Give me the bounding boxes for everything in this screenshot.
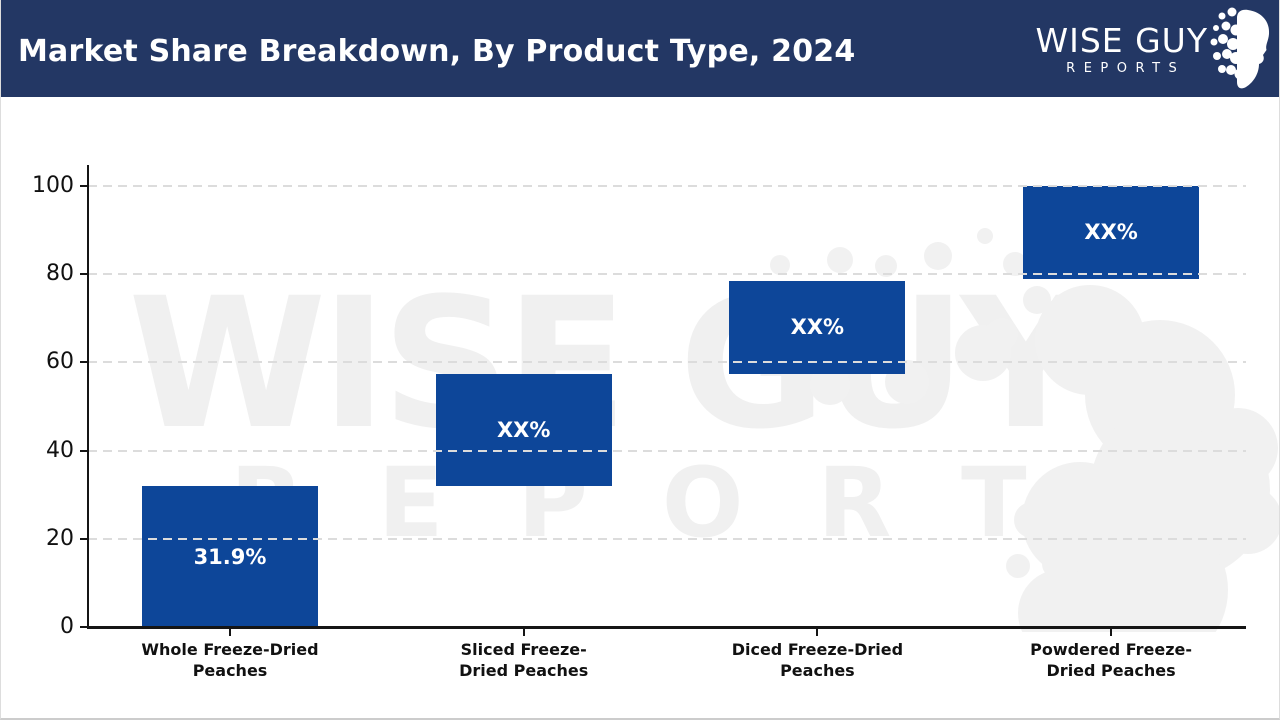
y-axis-tick-label: 0 [60,614,74,639]
bar-segment [1023,186,1200,279]
y-axis-tick-label: 100 [32,173,74,198]
header-bar: Market Share Breakdown, By Product Type,… [0,0,1280,97]
y-axis-tick-label: 40 [46,437,74,463]
logo-text: WISE GUY REPORTS [1035,21,1208,77]
gridline [88,185,1246,187]
bar-value-label: 31.9% [193,544,267,569]
y-axis-tick [80,185,88,187]
x-axis-category-line: Dried Peaches [459,661,589,680]
x-axis-category-line: Whole Freeze-Dried [141,640,319,659]
x-axis-category-label: Sliced Freeze- Dried Peaches [399,639,649,681]
x-axis-category-line: Dried Peaches [1046,661,1176,680]
x-axis-category-label: Whole Freeze-Dried Peaches [105,639,355,681]
x-axis-tick [1110,629,1113,636]
x-axis-category-label: Powdered Freeze- Dried Peaches [986,639,1236,681]
gridline [88,449,1246,452]
watermark-head-graphic [770,228,1280,632]
y-axis-tick [80,449,88,452]
x-axis-category-label: Diced Freeze-Dried Peaches [692,639,942,681]
x-axis-category-line: Diced Freeze-Dried [731,640,904,659]
bar-value-label: XX% [1084,220,1138,245]
y-axis-tick-label: 20 [46,525,74,551]
y-axis-tick [80,361,88,364]
x-axis-tick [816,629,819,636]
x-axis-category-line: Peaches [192,661,268,680]
x-axis-tick [522,629,525,636]
gridline [88,273,1246,276]
bar-value-label: XX% [496,418,551,443]
x-axis-category-line: Peaches [780,661,855,680]
x-axis-category-line: Sliced Freeze- [460,640,587,659]
bar-segment [142,486,318,627]
wise-guy-logo: WISE GUY REPORTS [1020,4,1270,94]
bar-segment [435,373,612,487]
y-axis-tick-label: 60 [46,349,74,375]
bar-segment [729,280,906,374]
y-axis-line [87,165,89,629]
gridline [88,361,1246,364]
y-axis-tick-label: 80 [46,261,74,287]
y-axis-tick [80,273,88,276]
x-axis-tick [229,629,231,636]
y-axis-tick [80,537,88,540]
bar-value-label: XX% [790,315,845,340]
logo-wordmark: WISE GUY [1035,21,1208,60]
logo-subtitle: REPORTS [1066,61,1186,76]
gridline [88,537,1246,540]
x-axis-category-line: Powdered Freeze- [1030,640,1193,659]
chart-title: Market Share Breakdown, By Product Type,… [18,34,856,69]
logo-head-icon [1210,7,1270,89]
x-axis-line [87,626,1246,629]
y-axis-tick [80,626,88,628]
